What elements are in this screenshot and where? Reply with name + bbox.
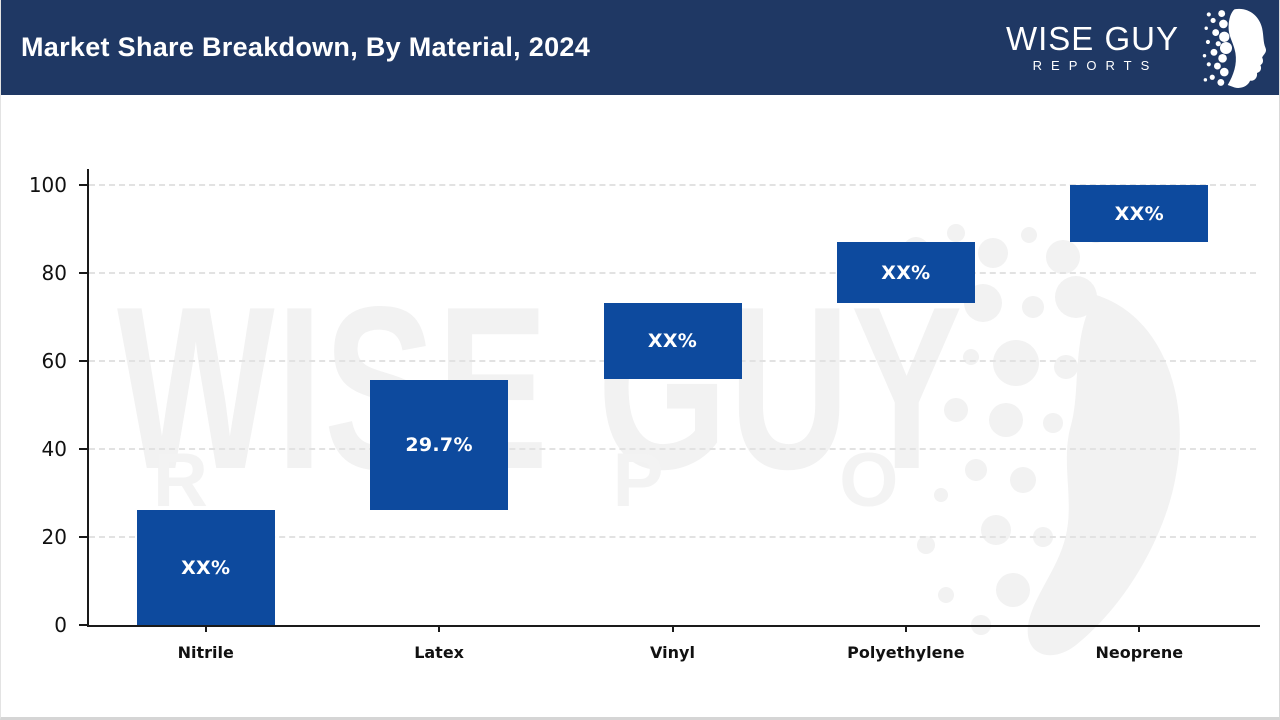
y-tick-label-20: 20 (41, 525, 67, 549)
y-tick-mark-0 (79, 624, 87, 626)
y-axis: 0 20 40 60 80 100 (1, 175, 87, 635)
y-tick-mark-80 (79, 272, 87, 274)
y-tick-label-40: 40 (41, 437, 67, 461)
y-tick-label-60: 60 (41, 349, 67, 373)
y-tick-mark-20 (79, 536, 87, 538)
bar-latex: 29.7% (370, 379, 509, 511)
wise-guy-logo: WISE GUY REPORTS (1006, 5, 1269, 91)
bar-value-label: 29.7% (405, 433, 473, 456)
bar-neoprene: XX% (1070, 185, 1209, 243)
bar-polyethylene: XX% (836, 242, 975, 303)
bar-value-label: XX% (647, 330, 698, 353)
x-category-label-vinyl: Vinyl (650, 643, 695, 662)
x-axis-line (87, 625, 1260, 627)
y-tick-mark-100 (79, 184, 87, 186)
watermark-wordmark: WISE GUY (117, 259, 964, 518)
bar-value-label: XX% (1114, 202, 1164, 225)
x-category-label-latex: Latex (414, 643, 464, 662)
watermark-face-icon (903, 223, 1180, 656)
logo-wordmark: WISE GUY (1005, 20, 1179, 57)
x-category-label-neoprene: Neoprene (1095, 643, 1184, 662)
logo-face-icon (1202, 8, 1267, 88)
logo-subtitle: REPORTS (1032, 58, 1159, 73)
header: Market Share Breakdown, By Material, 202… (1, 0, 1279, 95)
bar-nitrile: XX% (136, 510, 275, 625)
y-tick-label-0: 0 (54, 613, 67, 637)
y-tick-mark-60 (79, 360, 87, 362)
x-tick-mark-latex (438, 627, 441, 632)
y-tick-label-100: 100 (28, 173, 67, 197)
logo-text: WISE GUY REPORTS (1006, 22, 1179, 73)
x-tick-mark-neoprene (1138, 627, 1141, 632)
plot-area: XX% 29.7% XX% XX% XX% (89, 184, 1256, 625)
y-tick-label-80: 80 (41, 261, 67, 285)
y-axis-line (87, 169, 89, 627)
x-tick-mark-polyethylene (904, 627, 907, 632)
x-tick-mark-nitrile (204, 627, 207, 632)
gridline-40 (89, 448, 1256, 450)
x-category-label-nitrile: Nitrile (177, 643, 234, 662)
x-tick-mark-vinyl (671, 627, 674, 632)
gridline-80 (89, 272, 1256, 274)
x-axis: Nitrile Latex Vinyl Polyethylene Neoprene (89, 627, 1256, 697)
page-title: Market Share Breakdown, By Material, 202… (21, 32, 591, 62)
y-tick-mark-40 (79, 448, 87, 450)
bar-vinyl: XX% (603, 302, 742, 380)
gridline-100 (89, 184, 1256, 186)
bar-value-label: XX% (881, 261, 931, 284)
bar-value-label: XX% (181, 556, 231, 579)
gridline-20 (89, 536, 1256, 538)
x-category-label-polyethylene: Polyethylene (847, 643, 965, 662)
